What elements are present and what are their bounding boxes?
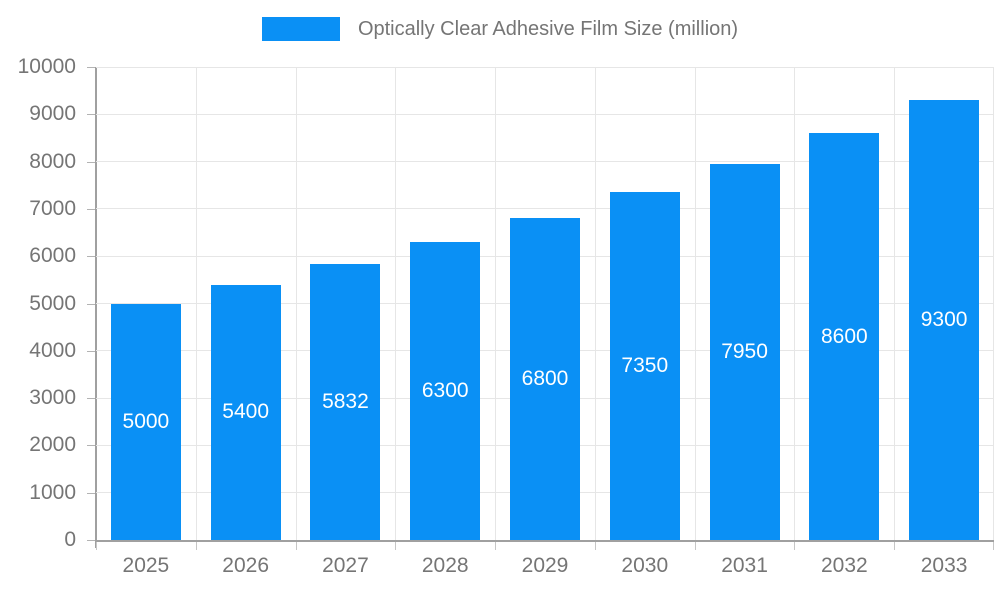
bar <box>210 284 281 540</box>
y-axis-tick-label: 9000 <box>29 102 76 126</box>
bar <box>110 303 181 540</box>
chart-legend[interactable]: Optically Clear Adhesive Film Size (mill… <box>0 14 1000 44</box>
y-axis-tick-label: 10000 <box>17 55 76 78</box>
x-gridline <box>794 67 796 540</box>
y-axis-tick <box>87 350 95 352</box>
plot-area: 0 1000 2000 3000 4000 5000 6000 7000 8000 9000 100… <box>18 55 994 577</box>
x-axis-category-label: 2032 <box>820 554 868 577</box>
y-axis-tick <box>87 398 95 400</box>
bar <box>709 163 780 540</box>
bar <box>410 242 481 540</box>
x-axis-category-label: 2028 <box>421 554 469 577</box>
bar-value-label: 8600 <box>820 324 868 348</box>
y-axis-tick <box>87 208 95 210</box>
x-axis-tick <box>195 542 197 550</box>
x-gridline <box>993 67 994 540</box>
x-axis-tick <box>96 542 97 550</box>
x-axis-tick <box>694 542 696 550</box>
bar-value-label: 5400 <box>222 400 270 424</box>
y-axis-tick-label: 6000 <box>29 244 76 268</box>
y-axis-tick-label: 2000 <box>29 433 76 457</box>
y-axis-tick-label: 5000 <box>29 291 76 315</box>
bar <box>909 100 980 540</box>
x-axis-category-label: 2026 <box>222 554 270 577</box>
bar <box>609 192 680 540</box>
y-axis-tick-label: 4000 <box>29 338 76 362</box>
y-axis-tick-label: 7000 <box>29 196 76 220</box>
y-axis-tick <box>87 67 95 68</box>
x-axis-tick <box>794 542 796 550</box>
bar <box>310 264 381 540</box>
legend-swatch-icon <box>261 17 340 41</box>
x-gridline <box>594 67 596 540</box>
bar-value-label: 7350 <box>621 354 669 378</box>
x-axis-category-label: 2025 <box>122 554 170 577</box>
bar-value-label: 9300 <box>920 308 968 332</box>
y-gridline <box>96 208 994 210</box>
bar-value-label: 6300 <box>421 379 469 402</box>
bar-value-label: 5832 <box>322 390 369 414</box>
x-axis-category-label: 2030 <box>621 554 669 577</box>
y-gridline <box>96 66 994 68</box>
y-axis-tick <box>87 492 95 494</box>
x-gridline <box>694 67 696 540</box>
x-axis-tick <box>894 542 896 550</box>
y-axis-tick <box>87 256 95 258</box>
legend-label: Optically Clear Adhesive Film Size (mill… <box>357 17 739 40</box>
x-gridline <box>894 67 896 540</box>
x-gridline <box>395 67 397 540</box>
y-axis-tick <box>87 445 95 447</box>
y-axis-line <box>95 67 97 548</box>
bar-value-label: 5000 <box>122 409 170 433</box>
y-axis-tick-label: 3000 <box>29 386 76 410</box>
bar <box>809 133 880 540</box>
bar <box>510 218 580 540</box>
x-gridline <box>195 67 197 540</box>
y-gridline <box>96 161 994 163</box>
x-axis-category-label: 2027 <box>322 554 369 577</box>
y-axis-tick-label: 1000 <box>29 480 76 504</box>
y-axis-tick <box>87 303 95 305</box>
x-axis-tick <box>495 542 497 550</box>
x-axis-line <box>96 540 994 542</box>
x-gridline <box>295 67 297 540</box>
x-gridline <box>495 67 497 540</box>
bar-value-label: 6800 <box>521 367 569 391</box>
y-gridline <box>96 113 994 115</box>
y-axis-tick <box>87 540 95 541</box>
y-axis-tick <box>87 161 95 163</box>
x-axis-category-label: 2033 <box>920 554 968 577</box>
x-axis-tick <box>993 542 994 550</box>
x-axis-tick <box>295 542 297 550</box>
y-axis-tick <box>87 114 95 116</box>
bar-value-label: 7950 <box>721 339 768 363</box>
y-axis-tick-label: 8000 <box>29 149 76 173</box>
x-axis-tick <box>395 542 397 550</box>
x-axis-category-label: 2029 <box>521 554 569 577</box>
x-axis-category-label: 2031 <box>721 554 768 577</box>
y-axis-tick-label: 0 <box>64 528 76 551</box>
x-axis-tick <box>594 542 596 550</box>
